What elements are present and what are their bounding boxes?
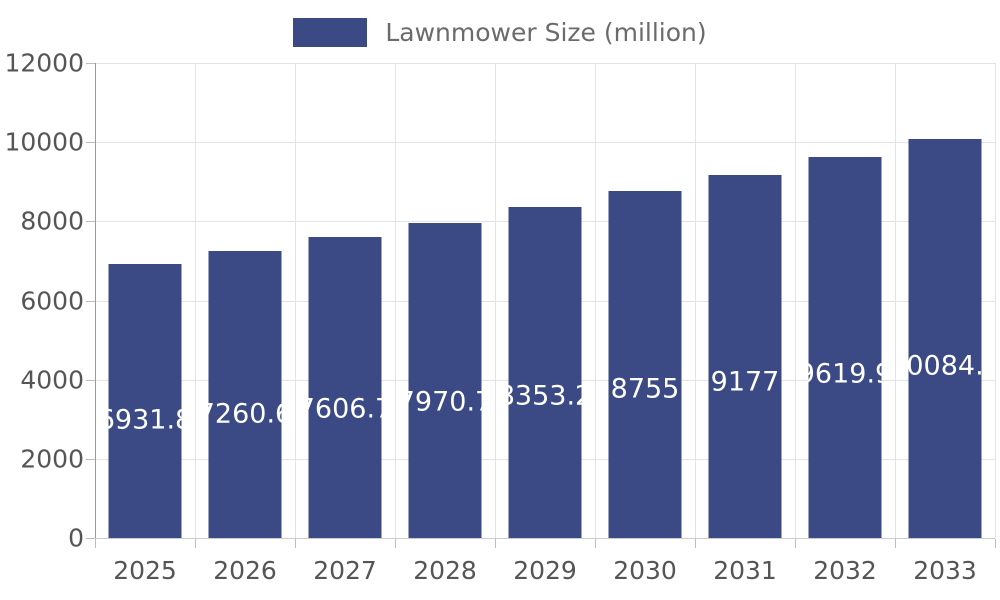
x-axis-tick-mark	[395, 539, 396, 548]
x-axis-tick-label: 2030	[613, 556, 677, 585]
bar-value-label: 9177	[710, 366, 780, 398]
bar-value-label: 9619.9	[809, 358, 882, 390]
x-axis-line	[95, 538, 995, 539]
x-axis-tick-label: 2028	[413, 556, 477, 585]
bar-slot: 7970.7	[395, 63, 495, 538]
y-axis-tick-mark	[86, 63, 95, 64]
bar[interactable]: 7606.7	[308, 236, 382, 538]
y-axis-tick-label: 2000	[20, 444, 84, 474]
y-axis-line	[95, 63, 96, 538]
bar-value-label: 8755	[610, 373, 680, 405]
gridline-vertical	[995, 63, 996, 538]
y-axis-tick-mark	[86, 459, 95, 460]
gridline-vertical	[695, 63, 696, 538]
x-axis-tick-mark	[495, 539, 496, 548]
bar[interactable]: 8755	[608, 191, 682, 538]
bar[interactable]: 8353.2	[508, 207, 582, 538]
bar-value-label: 7260.6	[209, 398, 282, 430]
bar-value-label: 8353.2	[509, 380, 582, 412]
x-axis-tick-label: 2029	[513, 556, 577, 585]
x-axis-tick-mark	[195, 539, 196, 548]
y-axis-tick-mark	[86, 380, 95, 381]
y-axis-tick-mark	[86, 301, 95, 302]
y-axis-tick-mark	[86, 538, 95, 539]
bar[interactable]: 9177	[708, 174, 782, 538]
y-axis-tick-label: 0	[68, 523, 84, 553]
gridline-vertical	[895, 63, 896, 538]
bar-value-label: 7606.7	[309, 393, 382, 425]
x-axis-tick-mark	[595, 539, 596, 548]
plot-area: 6931.8 7260.6 7606.7 7970.7 8353.2 8755 9177 96…	[95, 63, 996, 539]
legend-color-swatch	[293, 17, 368, 47]
gridline-horizontal	[95, 63, 995, 64]
bar-value-label: 7970.7	[409, 386, 482, 418]
gridline-vertical	[795, 63, 796, 538]
bar[interactable]: 7970.7	[408, 222, 482, 538]
y-axis-tick-label: 6000	[20, 286, 84, 315]
y-axis-tick-label: 12000	[4, 48, 84, 78]
bar-slot: 8755	[595, 63, 695, 538]
bar-slot: 7606.7	[295, 63, 395, 538]
gridline-horizontal	[95, 142, 995, 143]
bar-slot: 7260.6	[195, 63, 295, 538]
x-axis-tick-mark	[995, 539, 996, 548]
x-axis-tick-label: 2033	[913, 556, 977, 585]
bar-slot: 6931.8	[95, 63, 195, 538]
bar-slot: 10084.5	[895, 63, 995, 538]
bar-value-label: 10084.5	[908, 350, 982, 382]
gridline-vertical	[395, 63, 396, 538]
x-axis-tick-label: 2031	[713, 556, 777, 585]
x-axis-tick-mark	[795, 539, 796, 548]
bar-value-label: 6931.8	[109, 404, 182, 436]
gridline-vertical	[595, 63, 596, 538]
bar[interactable]: 10084.5	[908, 138, 982, 538]
chart-legend: Lawnmower Size (million)	[0, 10, 1000, 54]
bar[interactable]: 7260.6	[208, 250, 282, 538]
y-axis-tick-label: 8000	[20, 206, 84, 236]
bar[interactable]: 6931.8	[108, 263, 182, 538]
y-axis-tick-label: 4000	[20, 365, 84, 395]
x-axis-tick-label: 2032	[813, 556, 877, 585]
legend-label: Lawnmower Size (million)	[385, 17, 707, 47]
y-axis-tick-mark	[86, 142, 95, 143]
gridline-vertical	[295, 63, 296, 538]
x-axis-tick-mark	[895, 539, 896, 548]
y-axis-tick-label: 10000	[4, 127, 84, 157]
gridline-vertical	[195, 63, 196, 538]
bar-slot: 8353.2	[495, 63, 595, 538]
x-axis-tick-mark	[95, 539, 96, 548]
x-axis-tick-label: 2027	[313, 556, 377, 585]
bar[interactable]: 9619.9	[808, 157, 882, 538]
bar-slot: 9177	[695, 63, 795, 538]
bar-slot: 9619.9	[795, 63, 895, 538]
x-axis-tick-mark	[695, 539, 696, 548]
y-axis-tick-mark	[86, 221, 95, 222]
x-axis-tick-label: 2026	[213, 556, 277, 585]
gridline-vertical	[495, 63, 496, 538]
x-axis-tick-mark	[295, 539, 296, 548]
x-axis-tick-label: 2025	[113, 556, 177, 585]
